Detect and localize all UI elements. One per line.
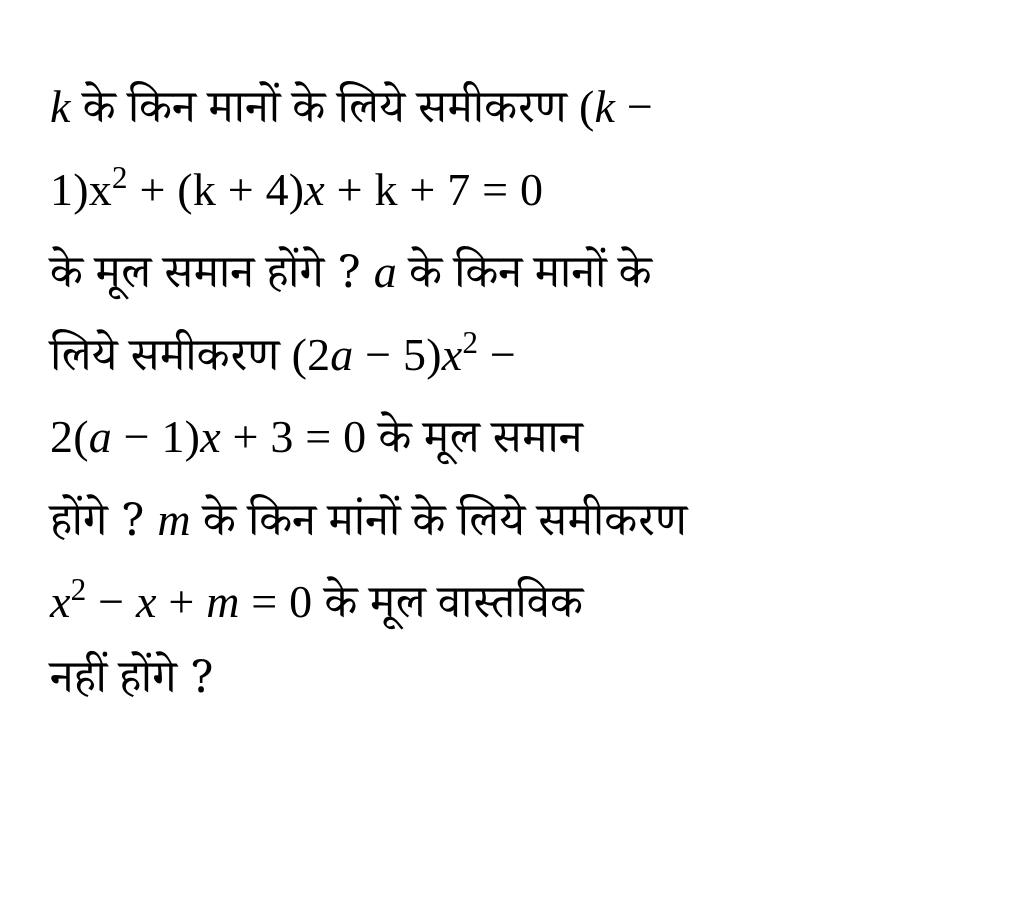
var-x: x xyxy=(442,329,463,380)
op-plus: + xyxy=(157,576,207,627)
page: k के किन मानों के लिये समीकरण (k − 1)x2 … xyxy=(0,0,1024,897)
text: के किन मानों के लिये समीकरण xyxy=(71,79,579,151)
var-x: x xyxy=(200,411,221,462)
expr: 1)x xyxy=(50,164,112,215)
paren: ( xyxy=(579,81,595,132)
text: के मूल समान xyxy=(366,409,582,481)
var-m: m xyxy=(206,576,239,627)
sup-2: 2 xyxy=(71,572,87,607)
question-text: k के किन मानों के लिये समीकरण (k − 1)x2 … xyxy=(50,70,984,722)
expr: 2( xyxy=(50,411,89,462)
var-m: m xyxy=(157,494,190,545)
expr: = 0 xyxy=(240,576,313,627)
text: नहीं होंगे ? xyxy=(50,649,214,721)
var-k: k xyxy=(595,81,616,132)
paren: (2 xyxy=(292,329,331,380)
expr: + k + 7 = 0 xyxy=(325,164,543,215)
var-k: k xyxy=(50,81,71,132)
line-6: होंगे ? m के किन मांनों के लिये समीकरण xyxy=(50,483,984,566)
text: के मूल समान होंगे ? xyxy=(50,244,374,316)
expr: − 5) xyxy=(353,329,441,380)
text: के किन मांनों के लिये समीकरण xyxy=(191,492,687,564)
var-a: a xyxy=(374,246,397,297)
sup-2: 2 xyxy=(112,159,128,194)
line-1: k के किन मानों के लिये समीकरण (k − xyxy=(50,70,984,153)
line-7: x2 − x + m = 0 के मूल वास्तविक xyxy=(50,565,984,648)
var-a: a xyxy=(330,329,353,380)
op-minus: − xyxy=(86,576,136,627)
line-2: 1)x2 + (k + 4)x + k + 7 = 0 xyxy=(50,153,984,236)
sup-2: 2 xyxy=(462,324,478,359)
text: होंगे ? xyxy=(50,492,157,564)
line-3: के मूल समान होंगे ? a के किन मानों के xyxy=(50,235,984,318)
text: के किन मानों के xyxy=(397,244,652,316)
op-minus: − xyxy=(615,81,653,132)
text: के मूल वास्तविक xyxy=(312,574,583,646)
var-a: a xyxy=(89,411,112,462)
var-x: x xyxy=(136,576,157,627)
expr: − 1) xyxy=(112,411,200,462)
expr: + 3 = 0 xyxy=(221,411,367,462)
expr: + (k + 4) xyxy=(128,164,305,215)
op-minus: − xyxy=(478,329,516,380)
text: लिये समीकरण xyxy=(50,327,292,399)
var-x: x xyxy=(304,164,325,215)
line-8: नहीं होंगे ? xyxy=(50,648,984,723)
line-4: लिये समीकरण (2a − 5)x2 − xyxy=(50,318,984,401)
line-5: 2(a − 1)x + 3 = 0 के मूल समान xyxy=(50,400,984,483)
var-x: x xyxy=(50,576,71,627)
